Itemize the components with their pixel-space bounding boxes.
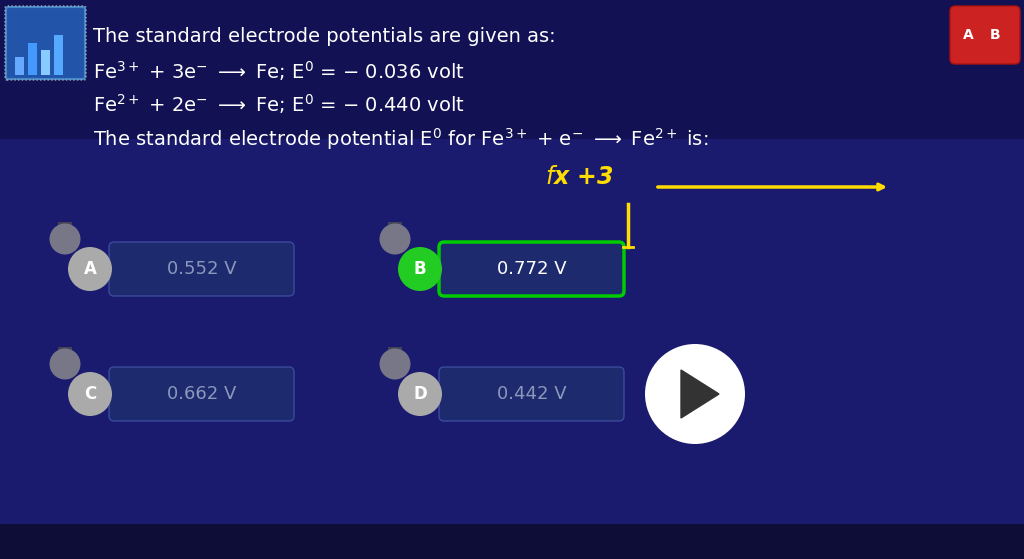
Circle shape (49, 348, 81, 380)
FancyBboxPatch shape (439, 367, 624, 421)
Text: The standard electrode potential E$^{0}$ for Fe$^{3+}$ + e$^{-}$ $\longrightarro: The standard electrode potential E$^{0}$… (93, 126, 709, 152)
Text: D: D (413, 385, 427, 403)
FancyBboxPatch shape (950, 6, 1020, 64)
Text: $f$x +3: $f$x +3 (545, 165, 613, 189)
Bar (54, 35, 63, 75)
FancyBboxPatch shape (439, 242, 624, 296)
Text: 0.662 V: 0.662 V (167, 385, 237, 403)
Polygon shape (681, 370, 719, 418)
Circle shape (398, 247, 442, 291)
Circle shape (380, 224, 411, 254)
Text: 0.442 V: 0.442 V (497, 385, 566, 403)
Bar (0, 0, 1024, 139)
Circle shape (645, 344, 745, 444)
Bar (28, 43, 37, 75)
Text: C: C (84, 385, 96, 403)
Bar (15, 57, 24, 75)
Bar (58, 347, 72, 354)
Text: 0.772 V: 0.772 V (497, 260, 566, 278)
Bar (41, 50, 50, 75)
FancyBboxPatch shape (6, 7, 85, 79)
FancyBboxPatch shape (109, 367, 294, 421)
Circle shape (49, 224, 81, 254)
Text: B: B (414, 260, 426, 278)
Circle shape (68, 247, 112, 291)
Bar (0, 524, 1024, 559)
Text: A: A (963, 28, 974, 42)
Circle shape (398, 372, 442, 416)
Text: 0.552 V: 0.552 V (167, 260, 237, 278)
Bar (388, 347, 402, 354)
Text: A: A (84, 260, 96, 278)
Circle shape (380, 348, 411, 380)
Text: Fe$^{2+}$ + 2e$^{-}$ $\longrightarrow$ Fe; E$^{0}$ = $-$ 0.440 volt: Fe$^{2+}$ + 2e$^{-}$ $\longrightarrow$ F… (93, 92, 465, 116)
Text: Fe$^{3+}$ + 3e$^{-}$ $\longrightarrow$ Fe; E$^{0}$ = $-$ 0.036 volt: Fe$^{3+}$ + 3e$^{-}$ $\longrightarrow$ F… (93, 59, 465, 83)
FancyBboxPatch shape (109, 242, 294, 296)
Text: The standard electrode potentials are given as:: The standard electrode potentials are gi… (93, 27, 556, 46)
Circle shape (68, 372, 112, 416)
Bar (388, 222, 402, 229)
Text: B: B (989, 28, 1000, 42)
Bar (58, 222, 72, 229)
